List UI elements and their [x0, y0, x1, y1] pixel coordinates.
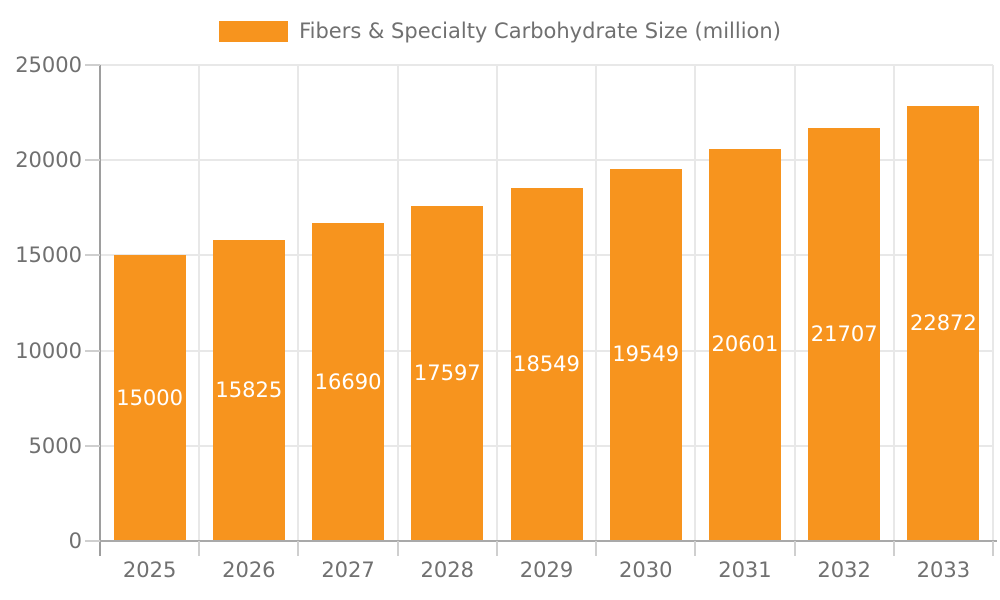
y-tick-label: 20000 — [15, 148, 82, 173]
bar-value-label: 15825 — [215, 377, 283, 402]
y-tick-label: 10000 — [15, 338, 82, 363]
y-tick-mark — [85, 349, 100, 352]
bar-2032[interactable]: 21707 — [808, 127, 881, 541]
v-gridline — [396, 65, 399, 541]
x-tick-mark — [595, 541, 598, 556]
x-tick-label: 2027 — [321, 558, 375, 582]
x-axis-line — [85, 540, 997, 542]
bar-2033[interactable]: 22872 — [907, 105, 980, 541]
x-tick-mark — [297, 541, 300, 556]
v-gridline — [495, 65, 498, 541]
legend-swatch — [219, 21, 289, 42]
x-tick-mark — [495, 541, 498, 556]
y-tick-mark — [85, 254, 100, 257]
plot-area: 15000 15825 16690 17597 18549 19549 20601 21707… — [100, 64, 994, 541]
bar-value-label: 19549 — [612, 342, 680, 367]
y-tick-mark — [85, 444, 100, 447]
x-tick-label: 2030 — [618, 558, 673, 582]
bar-value-label: 15000 — [116, 385, 184, 410]
x-tick-mark — [992, 541, 994, 556]
y-tick-label: 0 — [68, 529, 82, 553]
y-tick-label: 25000 — [15, 53, 82, 77]
v-gridline — [992, 65, 994, 541]
v-gridline — [793, 65, 796, 541]
bar-value-label: 21707 — [810, 321, 878, 346]
x-tick-mark — [396, 541, 399, 556]
bar-2031[interactable]: 20601 — [708, 148, 781, 541]
x-tick-mark — [198, 541, 201, 556]
h-gridline — [100, 159, 993, 162]
x-tick-label: 2033 — [916, 558, 971, 582]
x-tick-label: 2031 — [718, 558, 772, 582]
x-tick-mark — [892, 541, 895, 556]
bar-value-label: 16690 — [314, 369, 382, 394]
legend[interactable]: Fibers & Specialty Carbohydrate Size (mi… — [0, 21, 1000, 42]
bar-2028[interactable]: 17597 — [411, 205, 484, 541]
bar-2025[interactable]: 15000 — [113, 255, 186, 541]
x-tick-mark — [793, 541, 796, 556]
v-gridline — [595, 65, 598, 541]
bar-value-label: 22872 — [909, 310, 977, 335]
bar-2027[interactable]: 16690 — [312, 223, 385, 541]
y-tick-mark — [85, 540, 100, 542]
bar-2026[interactable]: 15825 — [212, 239, 285, 541]
bar-2029[interactable]: 18549 — [510, 187, 583, 541]
bar-2030[interactable]: 19549 — [609, 168, 682, 541]
h-gridline — [100, 64, 993, 66]
v-gridline — [297, 65, 300, 541]
v-gridline — [892, 65, 895, 541]
y-tick-label: 5000 — [28, 433, 82, 458]
x-tick-label: 2032 — [817, 558, 871, 582]
bar-value-label: 17597 — [413, 360, 481, 385]
y-tick-label: 15000 — [15, 243, 82, 268]
x-tick-mark — [694, 541, 697, 556]
x-tick-label: 2025 — [122, 558, 177, 582]
y-axis-line — [99, 65, 101, 556]
x-tick-label: 2028 — [420, 558, 474, 582]
y-tick-mark — [85, 64, 100, 66]
y-tick-mark — [85, 159, 100, 162]
v-gridline — [694, 65, 697, 541]
legend-label: Fibers & Specialty Carbohydrate Size (mi… — [299, 19, 781, 43]
v-gridline — [198, 65, 201, 541]
x-tick-label: 2026 — [222, 558, 276, 582]
x-tick-label: 2029 — [519, 558, 574, 582]
bar-value-label: 20601 — [711, 332, 779, 357]
bar-value-label: 18549 — [513, 351, 580, 376]
